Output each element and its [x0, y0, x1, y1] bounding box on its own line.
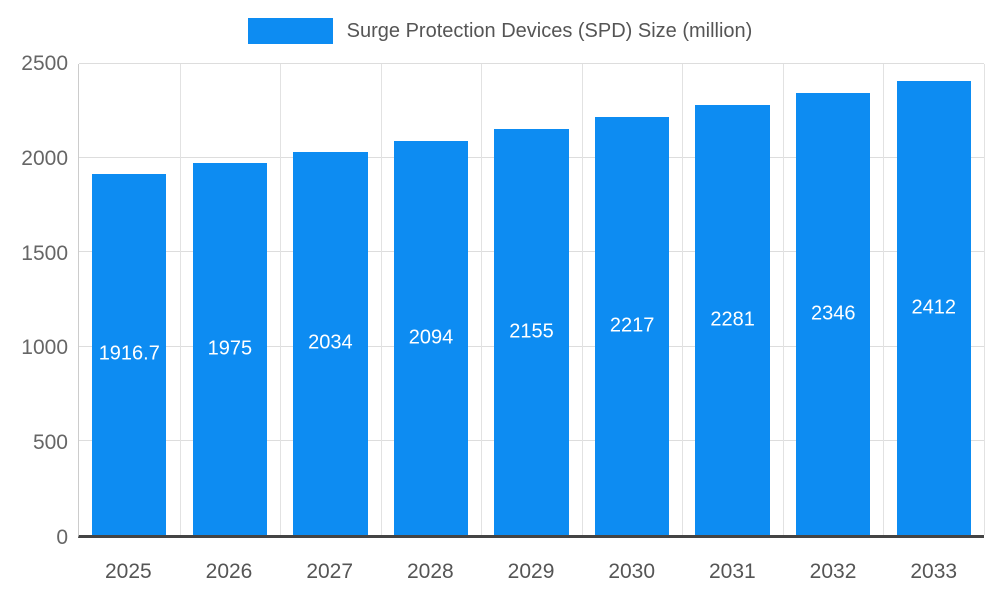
- bar-value-label: 1916.7: [98, 342, 160, 365]
- bar-slot: 2155: [481, 64, 582, 535]
- x-axis-label: 2030: [608, 560, 656, 583]
- bar-slot: 2346: [783, 64, 884, 535]
- vertical-gridline: [481, 64, 483, 535]
- y-axis-label: 2000: [21, 146, 68, 170]
- x-axis-label: 2032: [809, 560, 857, 583]
- bars-container: 1916.7 1975 2034 2094 2155 2217 2281 2346 2412: [79, 64, 984, 535]
- vertical-gridline: [883, 64, 885, 535]
- bar-value-label: 2155: [509, 320, 554, 343]
- x-axis-label: 2028: [406, 560, 454, 583]
- x-axis-label: 2029: [507, 560, 555, 583]
- bar-value-label: 2217: [609, 314, 655, 337]
- bar-slot: 2281: [682, 64, 783, 535]
- bar-value-label: 2034: [308, 331, 353, 354]
- bar-value-label: 1975: [207, 337, 253, 360]
- x-axis: 2025 2026 2027 2028 2029 2030 2031 2032 2033: [78, 556, 984, 588]
- bar-2032[interactable]: 2346: [796, 93, 871, 535]
- legend-swatch: [247, 18, 333, 44]
- vertical-gridline: [380, 64, 382, 535]
- vertical-gridline: [179, 64, 181, 535]
- bar-2029[interactable]: 2155: [494, 129, 569, 535]
- x-axis-label: 2025: [104, 560, 152, 583]
- bar-value-label: 2094: [408, 326, 454, 349]
- bar-slot: 2034: [280, 64, 381, 535]
- x-axis-label: 2027: [306, 560, 354, 583]
- y-axis-label: 1000: [21, 336, 68, 360]
- bar-2030[interactable]: 2217: [594, 117, 670, 535]
- bar-slot: 2094: [381, 64, 482, 535]
- bar-2033[interactable]: 2412: [896, 80, 971, 535]
- vertical-gridline: [280, 64, 282, 535]
- bar-2026[interactable]: 1975: [192, 162, 268, 535]
- bar-2031[interactable]: 2281: [695, 105, 770, 535]
- chart-legend[interactable]: Surge Protection Devices (SPD) Size (mil…: [0, 16, 1000, 46]
- y-axis-label: 1500: [21, 241, 68, 265]
- bar-slot: 1975: [180, 64, 281, 535]
- vertical-gridline: [782, 64, 784, 535]
- bar-value-label: 2346: [810, 302, 856, 325]
- vertical-gridline: [581, 64, 583, 535]
- bar-2027[interactable]: 2034: [293, 151, 368, 535]
- y-axis-label: 0: [56, 526, 68, 549]
- x-axis-label: 2026: [205, 560, 253, 583]
- bar-slot: 1916.7: [79, 64, 180, 535]
- x-axis-label: 2033: [910, 560, 958, 583]
- y-axis-label: 2500: [21, 52, 68, 75]
- y-axis: 0 500 1000 1500 2000 2500: [0, 52, 68, 549]
- x-axis-label: 2031: [709, 560, 756, 583]
- vertical-gridline: [984, 64, 985, 535]
- plot-area: 1916.7 1975 2034 2094 2155 2217 2281 2346 2412: [78, 63, 985, 538]
- bar-slot: 2412: [884, 64, 985, 535]
- bar-value-label: 2281: [710, 308, 755, 331]
- y-axis-label: 500: [32, 431, 68, 455]
- bar-value-label: 2412: [911, 296, 957, 319]
- legend-label: Surge Protection Devices (SPD) Size (mil…: [346, 19, 753, 42]
- horizontal-gridline: [79, 63, 984, 64]
- bar-2025[interactable]: 1916.7: [92, 173, 167, 535]
- vertical-gridline: [682, 64, 684, 535]
- bar-2028[interactable]: 2094: [393, 140, 469, 535]
- bar-slot: 2217: [582, 64, 683, 535]
